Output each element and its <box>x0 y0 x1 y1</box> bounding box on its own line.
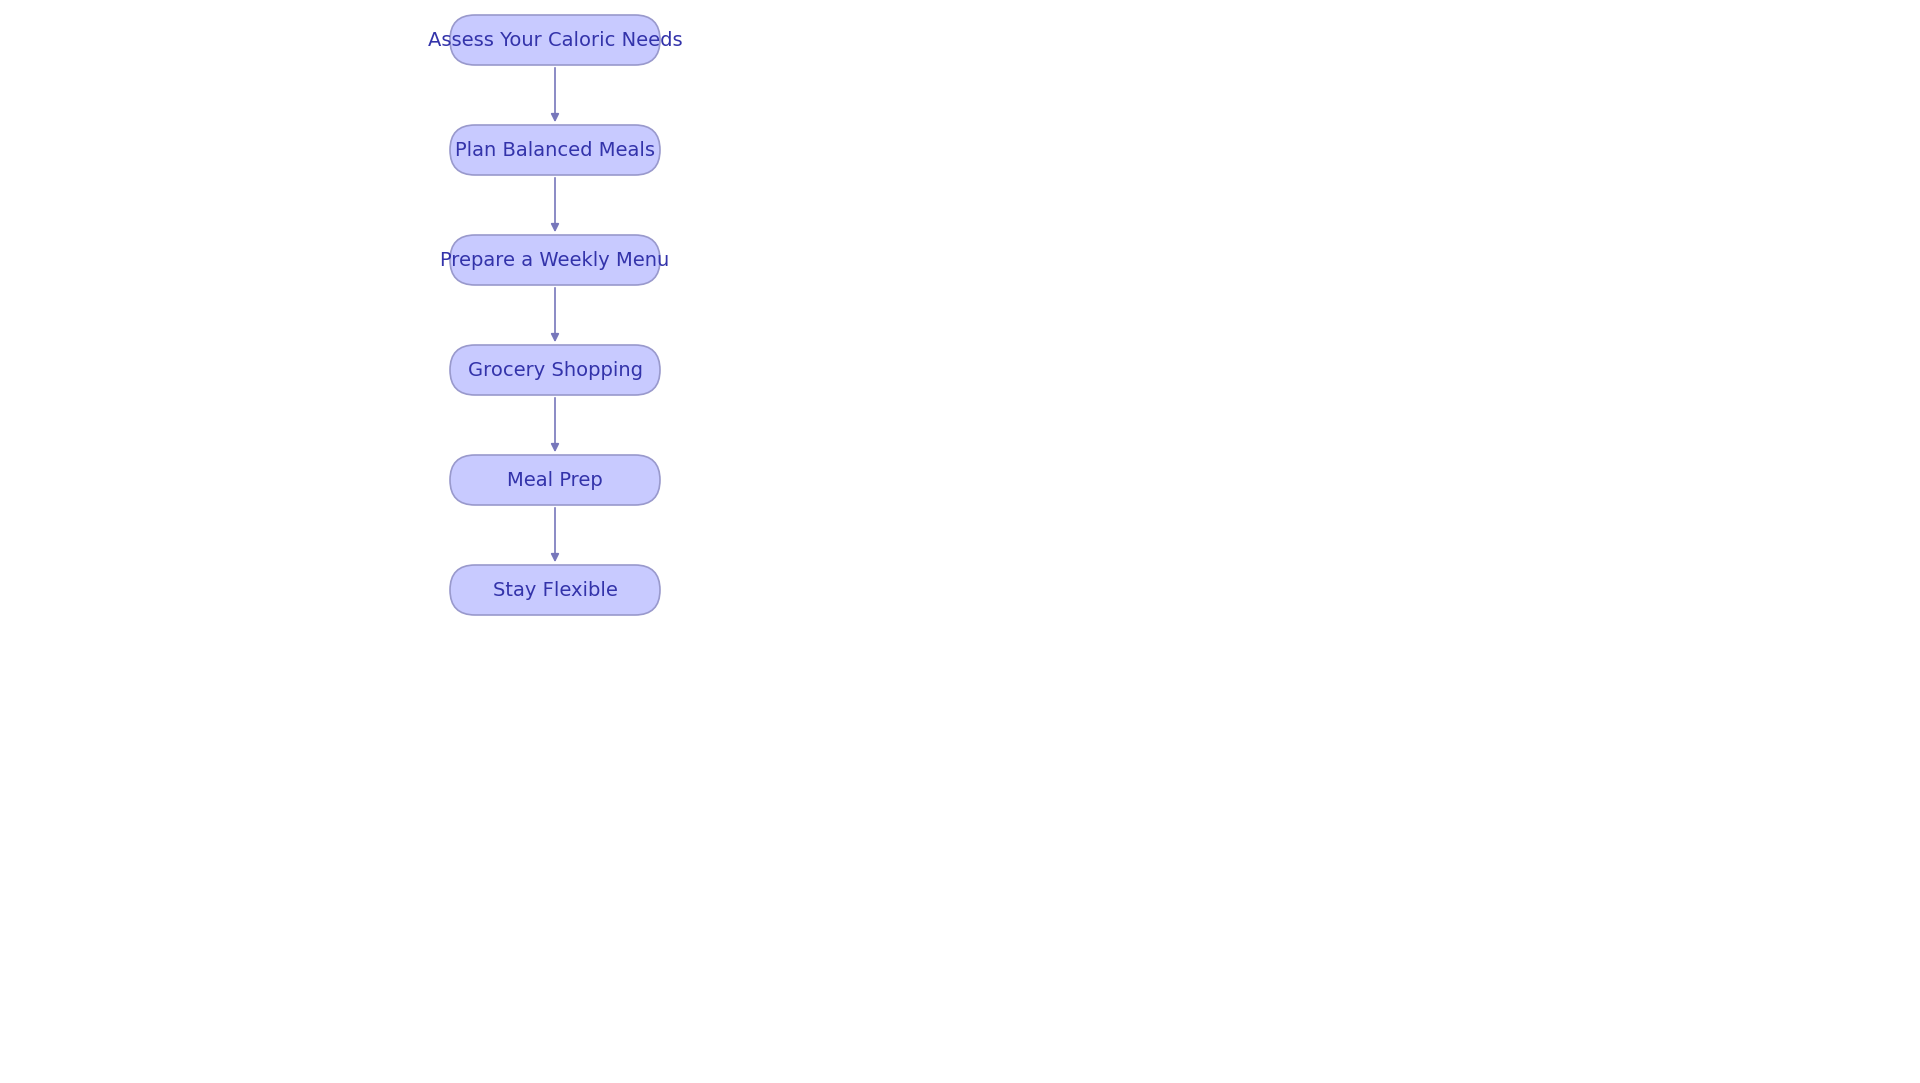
FancyBboxPatch shape <box>449 125 660 175</box>
FancyBboxPatch shape <box>449 455 660 505</box>
Text: Plan Balanced Meals: Plan Balanced Meals <box>455 141 655 159</box>
FancyBboxPatch shape <box>449 565 660 615</box>
Text: Meal Prep: Meal Prep <box>507 470 603 490</box>
Text: Assess Your Caloric Needs: Assess Your Caloric Needs <box>428 30 682 50</box>
Text: Grocery Shopping: Grocery Shopping <box>467 361 643 379</box>
Text: Stay Flexible: Stay Flexible <box>493 580 618 600</box>
FancyBboxPatch shape <box>449 235 660 285</box>
FancyBboxPatch shape <box>449 15 660 65</box>
FancyBboxPatch shape <box>449 345 660 395</box>
Text: Prepare a Weekly Menu: Prepare a Weekly Menu <box>440 250 670 270</box>
